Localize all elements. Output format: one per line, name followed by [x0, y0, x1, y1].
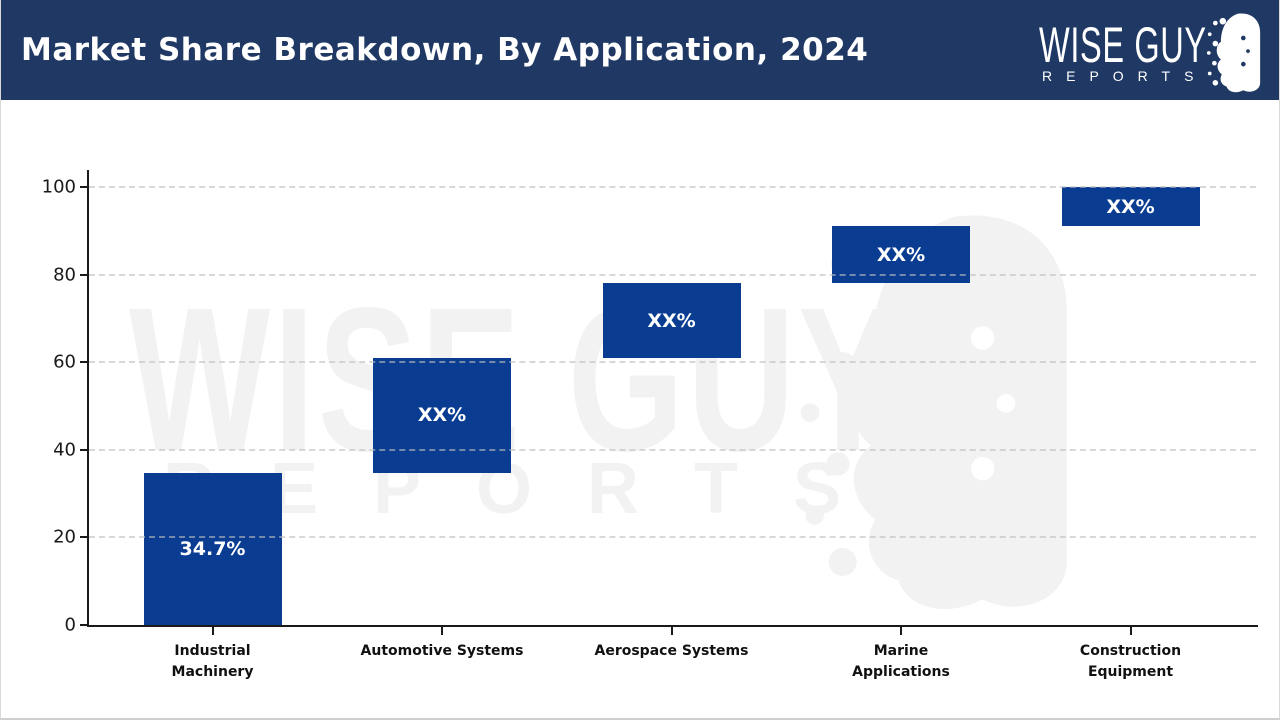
x-category-label-line: Automotive Systems	[360, 643, 524, 659]
y-tick-label: 40	[53, 439, 76, 461]
x-tickmark	[211, 627, 214, 635]
waterfall-bar	[602, 283, 741, 358]
logo-subtext: REPORTS	[1042, 68, 1208, 84]
x-tickmark	[441, 627, 443, 635]
x-axis-spine	[87, 625, 1258, 627]
x-category-label: Automotive Systems	[327, 641, 557, 662]
y-tickmark	[80, 536, 89, 539]
y-tickmark	[80, 186, 89, 188]
x-category-label-line: Equipment	[1087, 664, 1174, 680]
wise-guy-logo: WISE GUY REPORTS	[1039, 6, 1269, 96]
x-category-label-line: Industrial	[174, 643, 251, 659]
x-category-label-line: Aerospace Systems	[594, 643, 749, 659]
y-tick-label: 80	[53, 264, 76, 286]
bar-value-label: XX%	[417, 404, 467, 427]
gridline	[89, 186, 1256, 188]
dotted-face-icon	[1206, 13, 1261, 93]
y-tick-label: 20	[53, 526, 76, 548]
y-tick-label: 0	[64, 614, 76, 636]
x-category-label-line: Machinery	[171, 664, 254, 680]
x-tickmark	[670, 627, 673, 635]
x-category-label-line: Marine	[873, 643, 929, 659]
bar-value-label: XX%	[647, 309, 696, 332]
logo-wordmark: WISE GUY	[1039, 17, 1207, 73]
y-tick-label: 100	[41, 176, 76, 198]
y-axis-spine	[87, 170, 89, 627]
waterfall-bar	[143, 473, 282, 625]
bar-value-label: XX%	[1106, 195, 1155, 218]
waterfall-bar	[373, 357, 511, 473]
watermark-wordmark: WISE GUY	[129, 265, 901, 494]
gridline	[89, 448, 1256, 451]
x-category-label-line: Applications	[852, 664, 950, 680]
waterfall-bar	[1061, 187, 1200, 227]
x-category-label: Construction Equipment	[1016, 641, 1246, 683]
x-category-label: Industrial Machinery	[98, 641, 328, 683]
page-title: Market Share Breakdown, By Application, …	[21, 32, 869, 68]
x-category-label: Aerospace Systems	[557, 641, 787, 662]
gridline	[89, 536, 1256, 539]
gridline	[89, 361, 1256, 364]
x-tickmark	[900, 627, 902, 635]
bar-value-label: XX%	[876, 243, 926, 266]
x-category-label: Marine Applications	[786, 641, 1016, 683]
x-tickmark	[1129, 627, 1132, 635]
x-category-label-line: Construction	[1079, 643, 1182, 659]
header-banner: Market Share Breakdown, By Application, …	[1, 0, 1279, 100]
y-tick-label: 60	[53, 351, 76, 373]
bar-value-label: 34.7%	[179, 538, 246, 560]
gridline	[89, 273, 1256, 276]
y-tickmark	[80, 361, 89, 364]
y-tickmark	[80, 624, 89, 626]
watermark-face-icon	[800, 215, 1067, 610]
y-tickmark	[80, 448, 89, 451]
y-tickmark	[80, 273, 89, 276]
